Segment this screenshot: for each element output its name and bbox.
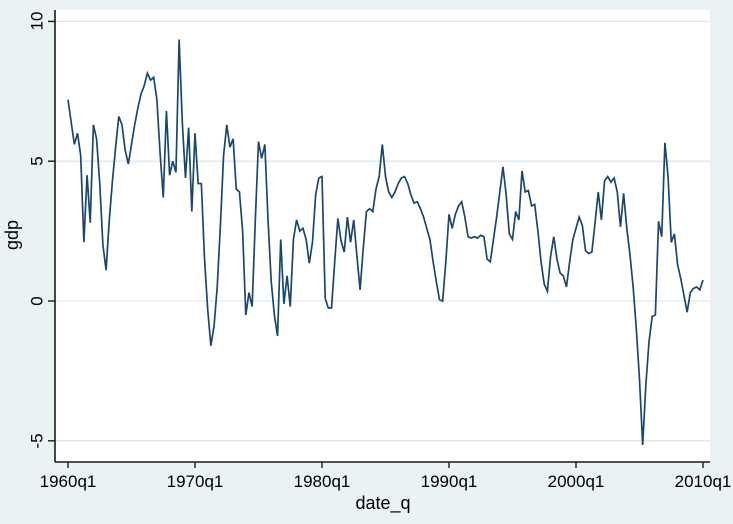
- x-tick-label-1980q1: 1980q1: [293, 472, 351, 491]
- x-tick-label-2010q1: 2010q1: [674, 472, 732, 491]
- plot-area: [55, 10, 710, 462]
- x-tick-label-2000q1: 2000q1: [547, 472, 605, 491]
- y-tick-label-10: 10: [27, 11, 47, 31]
- gdp-line: [67, 39, 704, 446]
- y-tick-label-0: 0: [27, 296, 47, 306]
- y-axis-title: gdp: [2, 219, 22, 251]
- x-tick-label-1970q1: 1970q1: [166, 472, 224, 491]
- x-axis-title: date_q: [355, 493, 411, 513]
- x-tick-label-1960q1: 1960q1: [39, 472, 97, 491]
- x-tick-label-1990q1: 1990q1: [420, 472, 478, 491]
- y-tick-label--5: -5: [27, 433, 47, 449]
- y-tick-label-5: 5: [27, 156, 47, 166]
